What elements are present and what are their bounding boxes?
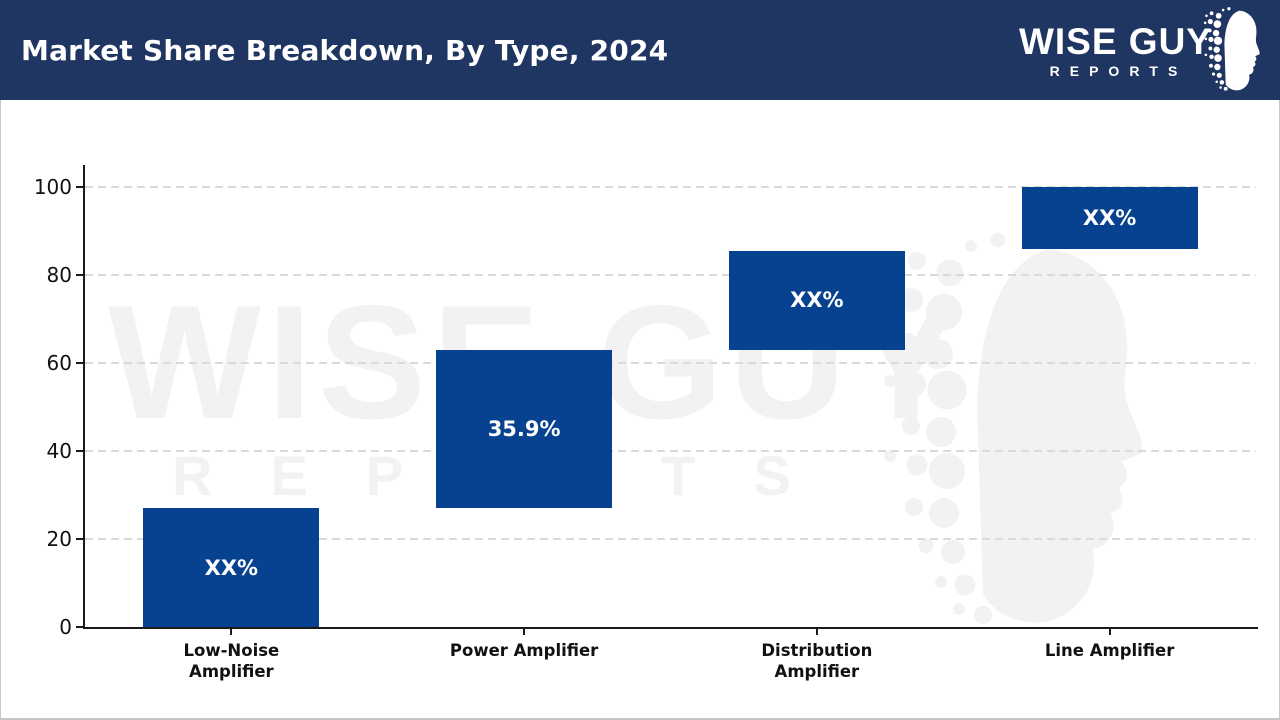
- bar-value-label: 35.9%: [487, 416, 561, 441]
- y-tick-0: [76, 626, 85, 628]
- x-axis-spine: [83, 627, 1258, 629]
- category-label-4: Line Amplifier: [1044, 641, 1175, 660]
- bar-value-label: XX%: [1082, 206, 1137, 231]
- y-tick-40: [76, 450, 85, 452]
- category-label-3: Distribution Amplifier: [761, 641, 873, 681]
- logo-text: WISE GUY REPORTS: [1018, 21, 1212, 80]
- x-tick-1: [230, 627, 233, 635]
- chart-title: Market Share Breakdown, By Type, 2024: [21, 34, 669, 67]
- logo-head-icon: [1203, 7, 1260, 91]
- y-tick-100: [76, 186, 85, 188]
- y-tick-label-100: 100: [33, 175, 72, 199]
- y-tick-20: [76, 538, 85, 540]
- bar-value-label: XX%: [204, 555, 259, 580]
- gridline-100: [85, 186, 1256, 188]
- gridline-20: [85, 538, 1256, 540]
- logo-subtitle: REPORTS: [1049, 63, 1188, 79]
- x-tick-3: [815, 627, 818, 635]
- bar-2: 35.9%: [436, 349, 613, 508]
- gridline-80: [85, 274, 1256, 276]
- y-tick-60: [76, 362, 85, 364]
- x-tick-4: [1108, 627, 1111, 635]
- y-tick-label-60: 60: [46, 351, 72, 375]
- bar-3: XX%: [728, 250, 905, 350]
- y-tick-label-0: 0: [59, 615, 72, 639]
- page-edge-bottom: [0, 718, 1280, 720]
- y-tick-label-40: 40: [46, 439, 72, 463]
- logo-wordmark: WISE GUY: [1018, 21, 1212, 62]
- watermark-head-icon: [879, 232, 1143, 624]
- y-tick-label-20: 20: [46, 527, 72, 551]
- bar-1: XX%: [143, 508, 320, 627]
- bar-4: XX%: [1021, 187, 1198, 250]
- page-edge-left: [0, 100, 1, 720]
- category-label-1: Low-Noise Amplifier: [183, 641, 280, 681]
- y-axis-spine: [83, 165, 85, 629]
- bar-value-label: XX%: [790, 288, 844, 313]
- wise-guy-logo: WISE GUY REPORTS: [1019, 5, 1266, 97]
- category-label-2: Power Amplifier: [449, 641, 599, 660]
- y-tick-80: [76, 274, 85, 276]
- header-band: Market Share Breakdown, By Type, 2024 WI…: [0, 0, 1280, 100]
- gridline-60: [85, 362, 1256, 364]
- x-tick-2: [523, 627, 526, 635]
- y-tick-label-80: 80: [46, 263, 72, 287]
- gridline-40: [85, 450, 1256, 452]
